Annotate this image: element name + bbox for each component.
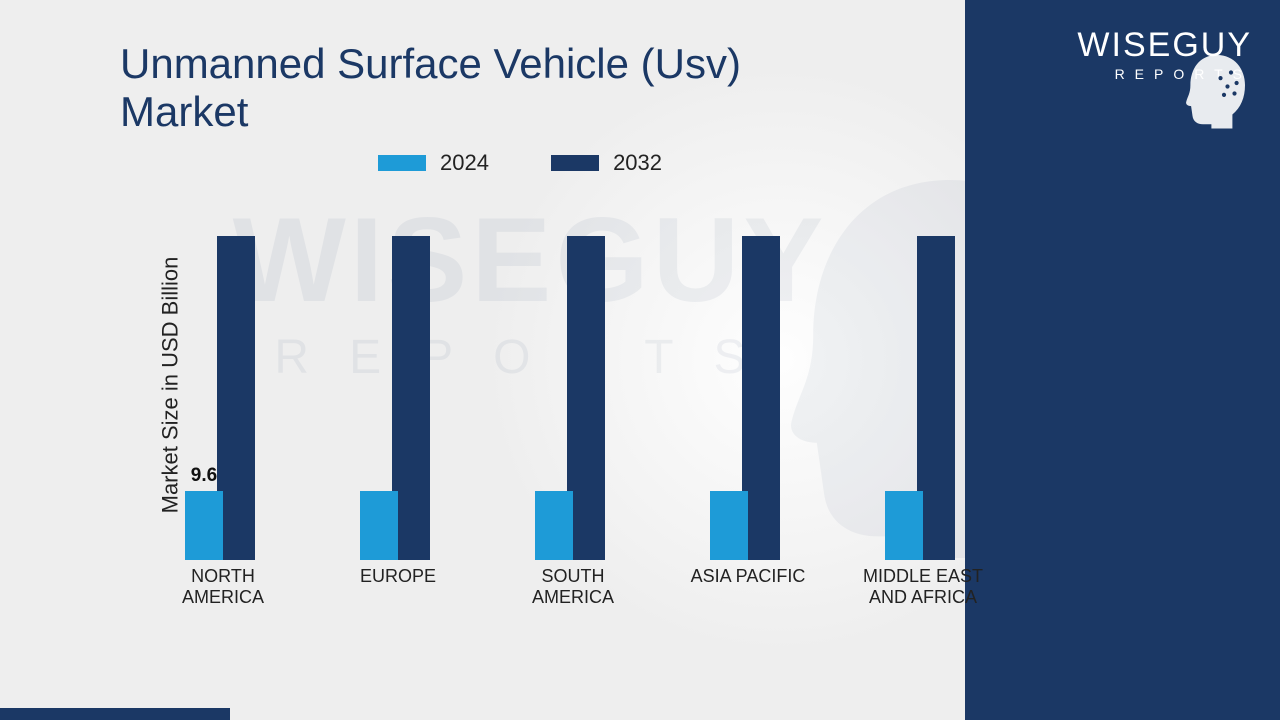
infographic-canvas: WISEGUY REPORTS WISEGUY REPORTS Unmanned… bbox=[0, 0, 1280, 720]
legend-label: 2032 bbox=[613, 150, 662, 176]
brand-logo: WISEGUY REPORTS bbox=[1077, 28, 1252, 82]
x-tick-label: EUROPE bbox=[328, 560, 468, 587]
bar-group: MIDDLE EAST AND AFRICA bbox=[885, 200, 955, 560]
x-tick-label: SOUTH AMERICA bbox=[503, 560, 643, 607]
bar-2024 bbox=[535, 491, 573, 560]
bar-2024 bbox=[360, 491, 398, 560]
decorative-bottom-bar bbox=[0, 708, 230, 720]
bar-group: EUROPE bbox=[360, 200, 430, 560]
legend-item-2032: 2032 bbox=[551, 150, 662, 176]
chart-area: Market Size in USD Billion 2024 2032 9.6… bbox=[70, 150, 970, 620]
x-tick-label: ASIA PACIFIC bbox=[678, 560, 818, 587]
legend-label: 2024 bbox=[440, 150, 489, 176]
x-tick-label: MIDDLE EAST AND AFRICA bbox=[853, 560, 993, 607]
bar-group: SOUTH AMERICA bbox=[535, 200, 605, 560]
bar-2024 bbox=[185, 491, 223, 560]
legend-item-2024: 2024 bbox=[378, 150, 489, 176]
legend-swatch-2024 bbox=[378, 155, 426, 171]
bar-2024 bbox=[885, 491, 923, 560]
bar-value-label: 9.6 bbox=[191, 465, 217, 487]
bar-group: ASIA PACIFIC bbox=[710, 200, 780, 560]
plot-area: 9.6NORTH AMERICA EUROPE SOUTH AMERICA ASIA … bbox=[130, 200, 970, 560]
legend: 2024 2032 bbox=[70, 150, 970, 177]
brand-head-icon bbox=[1182, 50, 1252, 130]
legend-swatch-2032 bbox=[551, 155, 599, 171]
bar-2024 bbox=[710, 491, 748, 560]
chart-title: Unmanned Surface Vehicle (Usv) Market bbox=[120, 40, 820, 137]
bar-group: 9.6NORTH AMERICA bbox=[185, 200, 255, 560]
x-tick-label: NORTH AMERICA bbox=[153, 560, 293, 607]
